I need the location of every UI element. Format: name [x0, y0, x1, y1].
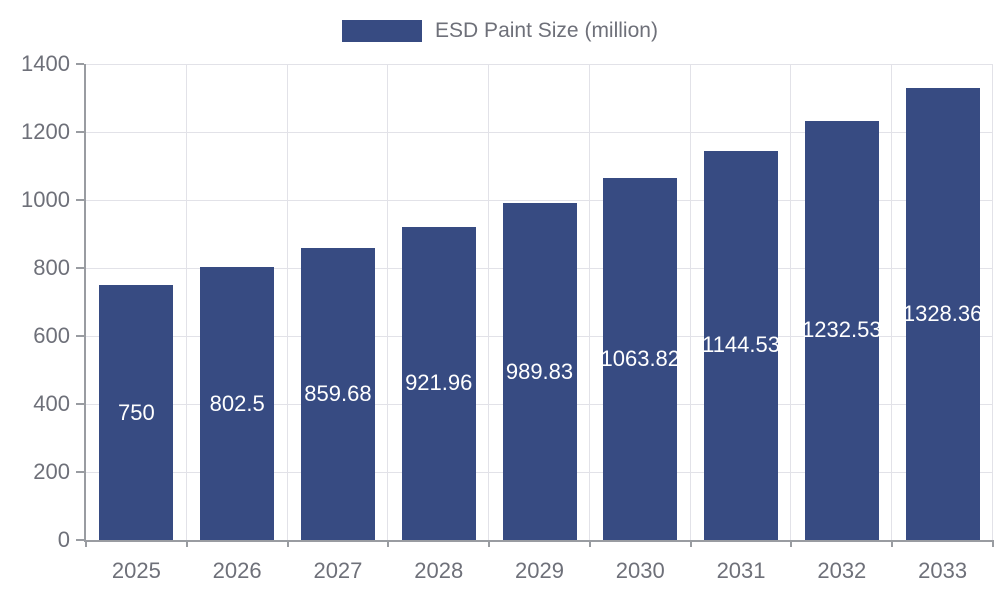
gridline-vertical [891, 64, 893, 540]
x-axis-tick [85, 540, 87, 547]
gridline-vertical [488, 64, 490, 540]
bar-2033[interactable] [905, 88, 980, 540]
bar-2025[interactable] [99, 285, 174, 540]
x-tick-label: 2031 [716, 558, 766, 583]
x-tick-label: 2026 [212, 558, 262, 583]
gridline-vertical [992, 64, 993, 540]
y-tick-label: 1400 [21, 51, 70, 76]
y-axis-tick [76, 267, 84, 269]
x-tick-label: 2032 [817, 558, 867, 583]
gridline-vertical [185, 64, 187, 540]
y-tick-label: 800 [33, 255, 70, 280]
x-axis-tick [588, 540, 591, 547]
y-tick-label: 400 [33, 391, 70, 416]
gridline-vertical [689, 64, 691, 540]
bar-2026[interactable] [200, 267, 275, 540]
x-tick-label: 2027 [313, 558, 363, 583]
plot-area: 0 200 400 600 800 1000 1200 1400 750 2025 802.5 202… [21, 51, 994, 583]
x-tick-label: 2029 [515, 558, 564, 583]
y-axis-line [84, 64, 86, 542]
legend-label: ESD Paint Size (million) [435, 19, 658, 42]
legend-swatch [342, 20, 423, 42]
x-tick-label: 2025 [111, 558, 161, 583]
gridline-vertical [387, 64, 389, 540]
gridline-vertical [588, 64, 590, 540]
bar-2029[interactable] [502, 203, 577, 540]
x-tick-label: 2028 [414, 558, 464, 583]
gridline-horizontal [86, 132, 993, 133]
x-axis-tick [387, 540, 390, 547]
legend-item[interactable]: ESD Paint Size (million) [0, 18, 1000, 44]
bar-2028[interactable] [401, 226, 476, 540]
x-axis-tick [488, 540, 491, 547]
y-tick-label: 0 [57, 527, 70, 552]
bar-2031[interactable] [704, 150, 779, 540]
x-axis-tick [689, 540, 692, 547]
x-axis-tick [992, 540, 994, 547]
x-tick-label: 2033 [918, 558, 968, 583]
gridline-vertical [790, 64, 792, 540]
y-tick-label: 600 [33, 323, 70, 348]
y-axis-tick [76, 199, 84, 201]
x-axis-tick [286, 540, 289, 547]
y-axis-tick [76, 131, 84, 133]
x-axis-tick [891, 540, 894, 547]
bar-2027[interactable] [300, 247, 375, 540]
x-axis-line [84, 540, 993, 542]
x-axis-tick [185, 540, 188, 547]
y-axis-tick [76, 403, 84, 405]
y-axis-tick [76, 471, 84, 473]
bar-2032[interactable] [804, 120, 879, 540]
gridline-horizontal [86, 64, 993, 65]
y-axis-tick [76, 335, 84, 337]
gridline-vertical [286, 64, 288, 540]
y-axis-tick [76, 63, 84, 65]
y-tick-label: 1000 [21, 187, 70, 212]
gridline-horizontal [86, 200, 993, 201]
y-tick-label: 200 [33, 459, 70, 484]
x-tick-label: 2030 [615, 558, 665, 583]
y-axis-tick [76, 539, 84, 541]
bar-2030[interactable] [603, 178, 678, 540]
y-tick-label: 1200 [21, 119, 70, 144]
x-axis-tick [790, 540, 793, 547]
